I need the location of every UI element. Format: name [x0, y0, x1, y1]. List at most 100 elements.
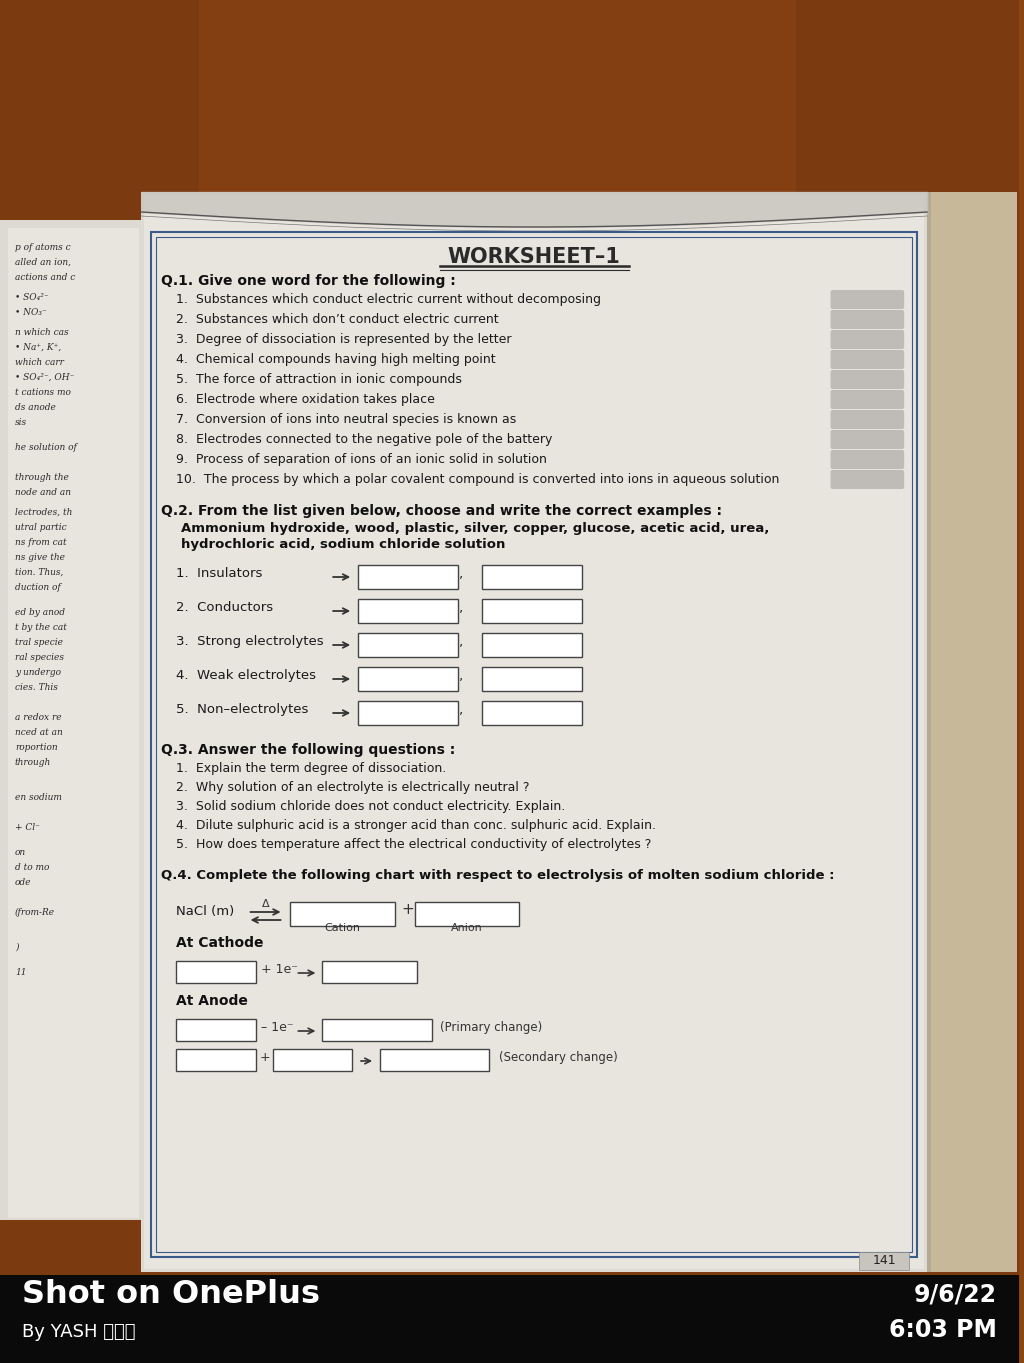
- Bar: [358, 667, 458, 691]
- Bar: [358, 632, 458, 657]
- FancyBboxPatch shape: [830, 470, 904, 489]
- Text: 4.  Dilute sulphuric acid is a stronger acid than conc. sulphuric acid. Explain.: 4. Dilute sulphuric acid is a stronger a…: [176, 819, 656, 831]
- Bar: [358, 598, 458, 623]
- Text: ds anode: ds anode: [15, 403, 55, 412]
- Text: 6.  Electrode where oxidation takes place: 6. Electrode where oxidation takes place: [176, 393, 435, 406]
- Text: Δ: Δ: [262, 900, 269, 909]
- Text: 5.  The force of attraction in ionic compounds: 5. The force of attraction in ionic comp…: [176, 373, 462, 386]
- Text: through the: through the: [15, 473, 69, 483]
- FancyBboxPatch shape: [830, 410, 904, 429]
- FancyBboxPatch shape: [830, 429, 904, 448]
- Text: through: through: [15, 758, 51, 767]
- Bar: [323, 961, 417, 983]
- Text: At Cathode: At Cathode: [176, 936, 263, 950]
- Text: y undergo: y undergo: [15, 668, 60, 677]
- Bar: [291, 902, 395, 925]
- Text: hydrochloric acid, sodium chloride solution: hydrochloric acid, sodium chloride solut…: [181, 538, 506, 551]
- Text: 11: 11: [15, 968, 27, 977]
- Text: Q.4. Complete the following chart with respect to electrolysis of molten sodium : Q.4. Complete the following chart with r…: [161, 870, 835, 882]
- Text: 1.  Explain the term degree of dissociation.: 1. Explain the term degree of dissociati…: [176, 762, 446, 776]
- Text: 141: 141: [872, 1254, 896, 1268]
- FancyBboxPatch shape: [830, 450, 904, 469]
- Text: sis: sis: [15, 418, 27, 427]
- Text: duction of: duction of: [15, 583, 60, 592]
- Text: (Primary change): (Primary change): [439, 1021, 542, 1035]
- Text: NaCl (m): NaCl (m): [176, 905, 234, 919]
- Bar: [927, 192, 931, 1272]
- Text: • SO₄²⁻: • SO₄²⁻: [15, 293, 48, 303]
- Bar: [176, 1020, 256, 1041]
- FancyBboxPatch shape: [830, 390, 904, 409]
- Text: 5.  How does temperature affect the electrical conductivity of electrolytes ?: 5. How does temperature affect the elect…: [176, 838, 651, 851]
- Text: +: +: [260, 1051, 270, 1065]
- Text: 9/6/22: 9/6/22: [913, 1283, 996, 1306]
- Text: 2.  Conductors: 2. Conductors: [176, 601, 273, 613]
- Bar: [144, 195, 924, 1269]
- Text: • SO₄²⁻, OH⁻: • SO₄²⁻, OH⁻: [15, 373, 75, 382]
- Text: 3.  Solid sodium chloride does not conduct electricity. Explain.: 3. Solid sodium chloride does not conduc…: [176, 800, 565, 812]
- Text: utral partic: utral partic: [15, 523, 67, 532]
- Text: • Na⁺, K⁺,: • Na⁺, K⁺,: [15, 343, 61, 352]
- Text: – 1e⁻: – 1e⁻: [260, 1021, 293, 1035]
- Bar: [380, 1050, 489, 1071]
- FancyBboxPatch shape: [830, 330, 904, 349]
- Bar: [415, 902, 519, 925]
- Text: tion. Thus,: tion. Thus,: [15, 568, 63, 577]
- Bar: [0, 1274, 1019, 1363]
- Bar: [482, 566, 582, 589]
- Bar: [482, 701, 582, 725]
- Text: 1.  Insulators: 1. Insulators: [176, 567, 262, 581]
- Text: 4.  Weak electrolytes: 4. Weak electrolytes: [176, 669, 316, 682]
- FancyBboxPatch shape: [830, 290, 904, 309]
- Text: ,: ,: [459, 668, 463, 682]
- Text: At Anode: At Anode: [176, 994, 248, 1009]
- Text: Anion: Anion: [451, 923, 482, 934]
- Text: ,: ,: [459, 634, 463, 647]
- Text: ns from cat: ns from cat: [15, 538, 67, 547]
- Text: cies. This: cies. This: [15, 683, 57, 692]
- Text: nced at an: nced at an: [15, 728, 62, 737]
- Text: t cations mo: t cations mo: [15, 388, 71, 397]
- Bar: [358, 701, 458, 725]
- Text: +: +: [401, 902, 415, 917]
- Text: n which cas: n which cas: [15, 328, 69, 337]
- Text: ns give the: ns give the: [15, 553, 65, 562]
- Text: • NO₃⁻: • NO₃⁻: [15, 308, 47, 318]
- Text: Cation: Cation: [325, 923, 360, 934]
- Text: Q.1. Give one word for the following :: Q.1. Give one word for the following :: [161, 274, 456, 288]
- Bar: [141, 192, 927, 1272]
- Text: 6:03 PM: 6:03 PM: [889, 1318, 996, 1343]
- Text: alled an ion,: alled an ion,: [15, 258, 71, 267]
- Text: d to mo: d to mo: [15, 863, 49, 872]
- Text: 8.  Electrodes connected to the negative pole of the battery: 8. Electrodes connected to the negative …: [176, 433, 552, 446]
- Text: 4.  Chemical compounds having high melting point: 4. Chemical compounds having high meltin…: [176, 353, 496, 367]
- Bar: [323, 1020, 432, 1041]
- Text: 2.  Why solution of an electrolyte is electrically neutral ?: 2. Why solution of an electrolyte is ele…: [176, 781, 529, 795]
- Bar: [272, 1050, 352, 1071]
- Bar: [199, 0, 796, 399]
- Text: 1.  Substances which conduct electric current without decomposing: 1. Substances which conduct electric cur…: [176, 293, 601, 307]
- Text: Q.2. From the list given below, choose and write the correct examples :: Q.2. From the list given below, choose a…: [161, 504, 722, 518]
- FancyBboxPatch shape: [830, 369, 904, 388]
- Text: en sodium: en sodium: [15, 793, 61, 801]
- Text: he solution of: he solution of: [15, 443, 77, 453]
- Text: which carr: which carr: [15, 358, 63, 367]
- Text: node and an: node and an: [15, 488, 71, 497]
- Text: ode: ode: [15, 878, 32, 887]
- FancyBboxPatch shape: [830, 309, 904, 328]
- Text: + 1e⁻: + 1e⁻: [260, 964, 298, 976]
- Text: Ammonium hydroxide, wood, plastic, silver, copper, glucose, acetic acid, urea,: Ammonium hydroxide, wood, plastic, silve…: [181, 522, 769, 536]
- Text: lectrodes, th: lectrodes, th: [15, 508, 73, 517]
- Bar: [482, 632, 582, 657]
- Text: 10.  The process by which a polar covalent compound is converted into ions in aq: 10. The process by which a polar covalen…: [176, 473, 779, 487]
- Text: p of atoms c: p of atoms c: [15, 243, 71, 252]
- Text: ed by anod: ed by anod: [15, 608, 65, 617]
- Text: (Secondary change): (Secondary change): [500, 1051, 618, 1065]
- Text: 5.  Non–electrolytes: 5. Non–electrolytes: [176, 703, 308, 716]
- FancyBboxPatch shape: [8, 228, 139, 1219]
- Text: By YASH 🐶🐶🌵: By YASH 🐶🐶🌵: [22, 1323, 135, 1341]
- Bar: [176, 1050, 256, 1071]
- Text: tral specie: tral specie: [15, 638, 62, 647]
- Bar: [157, 237, 912, 1253]
- Bar: [482, 598, 582, 623]
